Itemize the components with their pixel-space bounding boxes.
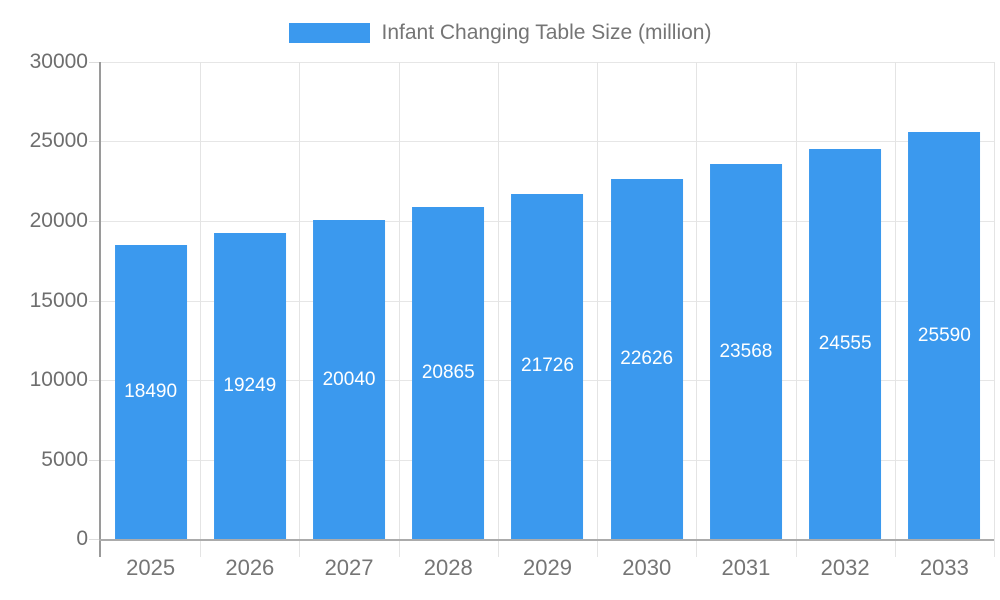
bar-value-label-2029: 21726: [521, 355, 574, 377]
bar-column-2027: 20040: [299, 62, 398, 539]
bar-column-2025: 18490: [101, 62, 200, 539]
bar-2031[interactable]: 23568: [709, 164, 782, 539]
category-boundary-line: [795, 62, 797, 557]
x-tick-label-2032: 2032: [820, 555, 870, 580]
legend-label[interactable]: Infant Changing Table Size (million): [381, 21, 712, 44]
bar-column-2033: 25590: [895, 62, 994, 539]
bar-value-label-2026: 19249: [223, 374, 277, 396]
category-boundary-line: [597, 62, 599, 557]
x-tick-label-2031: 2031: [721, 555, 771, 580]
bar-2027[interactable]: 20040: [313, 220, 386, 539]
y-tick-mark-30000: [89, 62, 99, 63]
bar-columns: 18490 19249 20040 20865 21726 22626 23568 24555…: [101, 62, 994, 539]
category-boundary-line: [497, 62, 499, 557]
y-axis-line: [99, 62, 101, 557]
chart-legend[interactable]: Infant Changing Table Size (million): [0, 21, 1000, 45]
bar-column-2026: 19249: [200, 62, 299, 539]
x-tick-label-2026: 2026: [225, 555, 275, 580]
plot-area: 0 5000 10000 15000 20000 25000 30000 18490 1924…: [30, 50, 995, 580]
category-boundary-line: [894, 62, 896, 557]
y-tick-label-10000: 10000: [29, 367, 88, 391]
gridline-25000: [101, 141, 994, 143]
y-tick-mark-10000: [89, 379, 99, 381]
bar-column-2029: 21726: [498, 62, 597, 539]
category-boundary-line: [398, 62, 400, 557]
y-tick-label-0: 0: [76, 527, 88, 550]
bar-value-label-2032: 24555: [818, 332, 872, 354]
bar-value-label-2028: 20865: [421, 362, 475, 384]
category-boundary-line: [696, 62, 698, 557]
bar-column-2031: 23568: [696, 62, 795, 539]
y-tick-label-5000: 5000: [41, 447, 88, 471]
bar-2025[interactable]: 18490: [114, 245, 187, 539]
bar-2033[interactable]: 25590: [908, 132, 981, 539]
y-tick-mark-15000: [89, 300, 99, 302]
x-tick-label-2027: 2027: [324, 555, 374, 580]
y-tick-mark-5000: [89, 459, 99, 461]
category-boundary-line: [994, 62, 995, 557]
bar-value-label-2025: 18490: [124, 381, 178, 402]
y-tick-label-25000: 25000: [29, 129, 88, 153]
bar-value-label-2031: 23568: [719, 340, 773, 362]
category-boundary-line: [200, 62, 202, 557]
x-tick-label-2029: 2029: [523, 555, 572, 580]
x-tick-label-2028: 2028: [423, 555, 473, 580]
category-boundary-line: [299, 62, 301, 557]
legend-swatch[interactable]: [288, 23, 370, 43]
bar-column-2032: 24555: [796, 62, 895, 539]
y-tick-mark-20000: [89, 220, 99, 222]
bar-value-label-2033: 25590: [917, 324, 971, 346]
y-tick-label-30000: 30000: [29, 50, 88, 73]
y-tick-label-20000: 20000: [29, 208, 88, 232]
x-tick-label-2030: 2030: [622, 555, 672, 580]
y-tick-mark-25000: [89, 141, 99, 143]
bar-value-label-2027: 20040: [322, 368, 376, 390]
x-tick-label-2025: 2025: [126, 555, 176, 580]
bar-2032[interactable]: 24555: [809, 148, 882, 539]
bar-2029[interactable]: 21726: [511, 193, 584, 539]
gridline-30000: [101, 62, 994, 63]
bar-column-2030: 22626: [597, 62, 696, 539]
y-tick-label-15000: 15000: [29, 288, 88, 312]
x-axis-line: [99, 539, 994, 541]
y-tick-mark-0: [89, 539, 99, 540]
bar-column-2028: 20865: [399, 62, 498, 539]
bar-2026[interactable]: 19249: [213, 232, 286, 539]
bar-2030[interactable]: 22626: [610, 179, 683, 539]
bar-value-label-2030: 22626: [620, 348, 674, 370]
bar-2028[interactable]: 20865: [412, 207, 485, 539]
x-tick-label-2033: 2033: [919, 555, 969, 580]
